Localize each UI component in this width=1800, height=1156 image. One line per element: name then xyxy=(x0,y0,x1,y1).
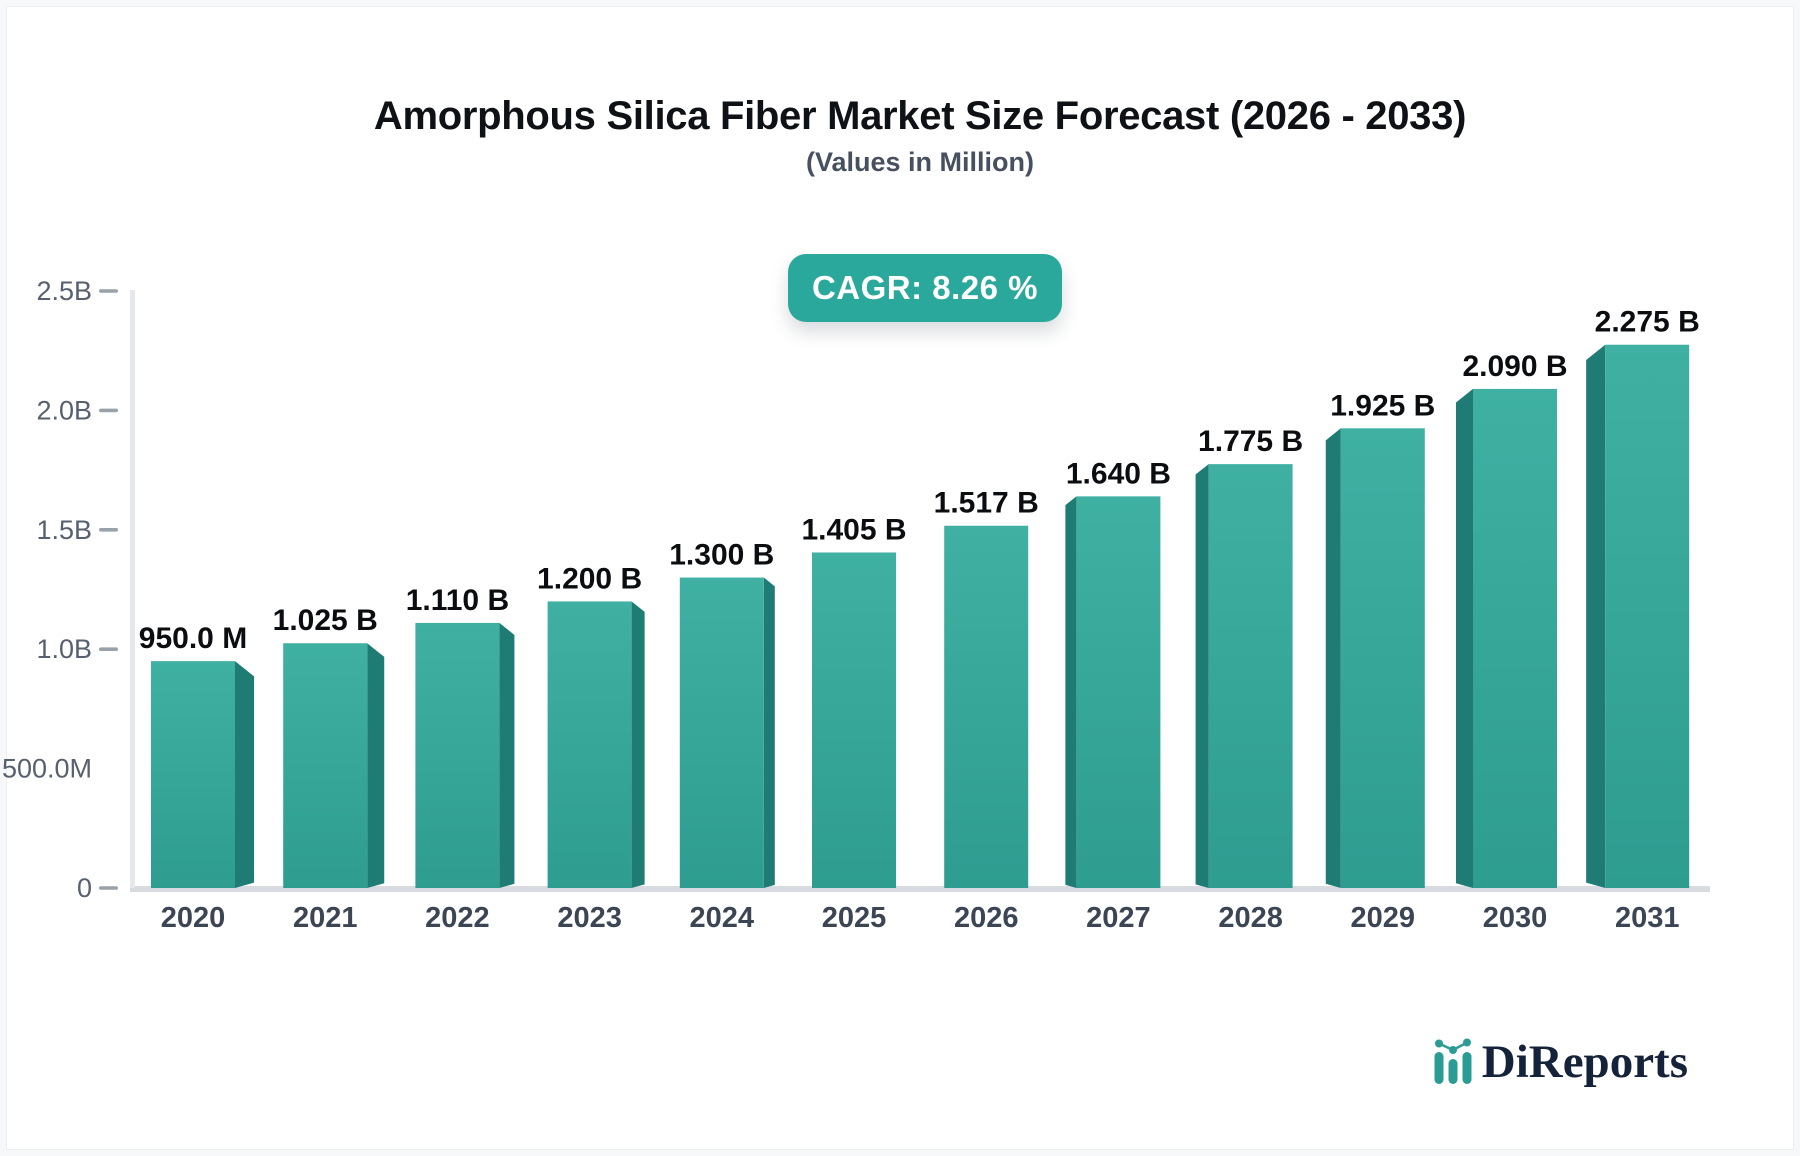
bar-side-face xyxy=(631,601,645,888)
x-axis-label: 2030 xyxy=(1483,902,1548,934)
y-tick-dash xyxy=(99,647,118,651)
y-axis-line xyxy=(130,290,135,888)
y-tick-dash xyxy=(99,289,118,293)
direports-logo: DiReports xyxy=(1433,1036,1688,1088)
bar-value-label: 1.925 B xyxy=(1330,389,1435,422)
bar xyxy=(1340,428,1425,888)
bar-side-face xyxy=(367,643,385,888)
y-tick-dash xyxy=(99,528,118,532)
bar-value-label: 2.090 B xyxy=(1462,350,1567,383)
y-tick-dash xyxy=(99,408,118,413)
chart-subtitle: (Values in Million) xyxy=(805,147,1035,177)
x-axis-label: 2029 xyxy=(1351,902,1416,934)
bar-value-label: 1.640 B xyxy=(1066,457,1171,490)
bar-value-label: 2.275 B xyxy=(1595,306,1700,339)
y-axis-label: 0 xyxy=(77,873,92,903)
y-axis-label: 1.0B xyxy=(36,634,92,664)
bar-side-face xyxy=(1065,496,1077,888)
x-axis-label: 2026 xyxy=(954,902,1019,934)
logo-text: DiReports xyxy=(1481,1036,1688,1088)
y-axis-label: 2.0B xyxy=(36,395,92,425)
x-axis-label: 2025 xyxy=(822,902,887,934)
x-axis-label: 2022 xyxy=(425,902,490,934)
x-axis-label: 2024 xyxy=(690,902,755,934)
bar-value-label: 1.300 B xyxy=(669,539,774,572)
x-axis-baseline xyxy=(130,886,1710,892)
bar-value-label: 1.775 B xyxy=(1198,425,1303,458)
bar xyxy=(944,525,1029,888)
bar-value-label: 1.517 B xyxy=(934,487,1039,520)
bar-side-face xyxy=(1455,388,1473,888)
x-axis-label: 2028 xyxy=(1218,902,1283,934)
chart-title: Amorphous Silica Fiber Market Size Forec… xyxy=(373,94,1467,138)
y-tick-dash xyxy=(99,886,118,890)
x-axis-label: 2023 xyxy=(557,902,622,934)
bar-side-face xyxy=(235,661,255,888)
bar-side-face xyxy=(1325,428,1341,888)
bar-value-label: 1.200 B xyxy=(537,562,642,595)
bar xyxy=(1076,496,1161,888)
bar xyxy=(547,601,632,888)
bar-side-face xyxy=(1586,344,1606,889)
cagr-badge: CAGR: 8.26 % xyxy=(788,254,1062,322)
bar xyxy=(151,661,235,888)
bar xyxy=(283,643,368,888)
x-axis-label: 2031 xyxy=(1615,902,1680,934)
bar-side-face xyxy=(763,577,775,888)
bar-chart-logo-icon xyxy=(1434,1038,1472,1084)
bar-value-label: 1.405 B xyxy=(801,513,906,546)
bar-side-face xyxy=(1195,464,1209,888)
bar-value-label: 1.110 B xyxy=(406,584,509,617)
y-axis-label: 1.5B xyxy=(36,515,92,545)
bar xyxy=(1473,388,1557,888)
bar xyxy=(1208,464,1293,888)
bar-value-label: 1.025 B xyxy=(273,604,378,637)
bar xyxy=(812,552,896,888)
x-axis-label: 2027 xyxy=(1086,902,1151,934)
bar xyxy=(679,577,764,888)
bar xyxy=(1605,344,1690,889)
y-axis-label: 2.5B xyxy=(36,276,92,306)
bar xyxy=(415,622,500,888)
x-axis-label: 2020 xyxy=(161,902,226,934)
x-axis-label: 2021 xyxy=(293,902,358,934)
bar-side-face xyxy=(499,622,515,888)
y-axis-label: 500.0M xyxy=(2,754,92,784)
bar-value-label: 950.0 M xyxy=(139,622,247,655)
